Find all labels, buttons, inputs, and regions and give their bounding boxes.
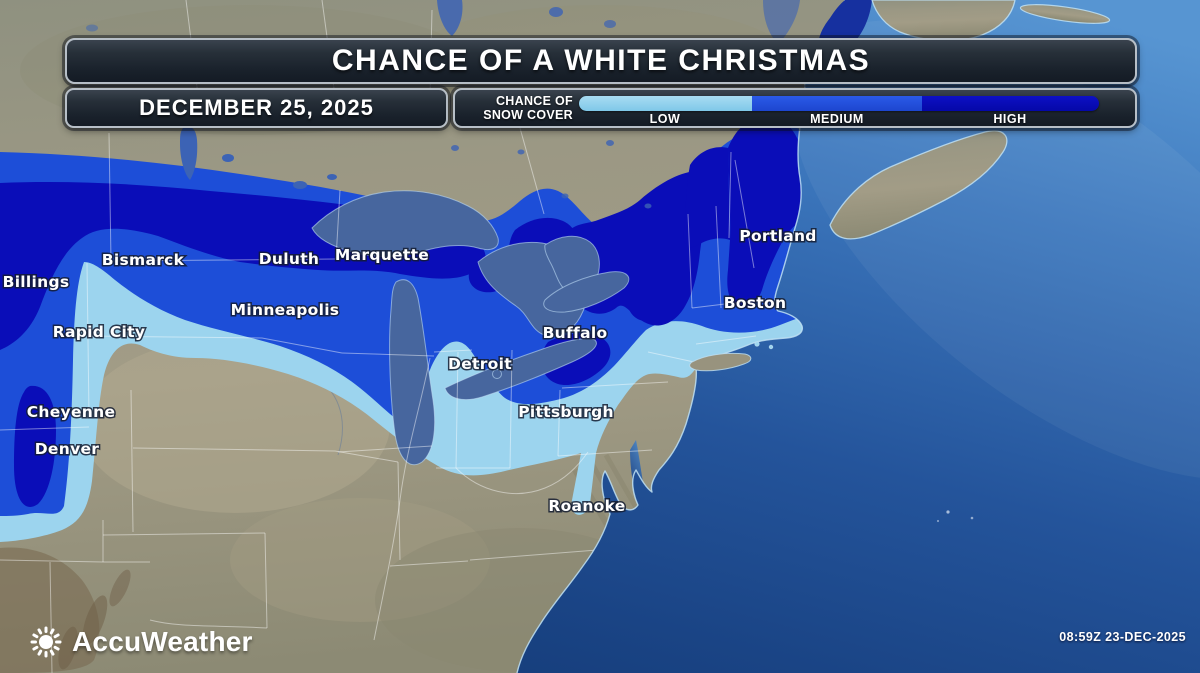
legend-title-line1: CHANCE OF bbox=[495, 94, 573, 108]
city-label: Portland bbox=[739, 227, 816, 245]
lake-superior bbox=[311, 190, 499, 257]
lake-st-clair bbox=[492, 369, 502, 379]
legend-bar: CHANCE OF SNOW COVER LOW MEDIUM HIGH bbox=[453, 88, 1137, 128]
great-lakes bbox=[311, 190, 630, 466]
city-label: Rapid City bbox=[53, 323, 146, 341]
city-label: Roanoke bbox=[548, 497, 625, 515]
city-label: Bismarck bbox=[102, 251, 185, 269]
legend-color-scale bbox=[579, 96, 1099, 111]
city-label: Denver bbox=[35, 440, 100, 458]
forecast-date: DECEMBER 25, 2025 bbox=[139, 95, 374, 120]
legend-label-high: HIGH bbox=[993, 112, 1027, 126]
city-label: Detroit bbox=[448, 355, 512, 373]
nova-scotia bbox=[829, 130, 1008, 240]
title-bar: CHANCE OF A WHITE CHRISTMAS bbox=[65, 38, 1137, 84]
brand-name: AccuWeather bbox=[72, 626, 253, 657]
legend-title: CHANCE OF SNOW COVER bbox=[473, 94, 573, 122]
lake-ontario bbox=[543, 271, 630, 313]
date-bar: DECEMBER 25, 2025 bbox=[65, 88, 448, 128]
city-label: Billings bbox=[3, 273, 70, 291]
legend-label-low: LOW bbox=[649, 112, 681, 126]
city-label: Pittsburgh bbox=[518, 403, 614, 421]
legend-swatch-high bbox=[922, 96, 1099, 111]
city-label: Duluth bbox=[259, 250, 320, 268]
lake-erie bbox=[444, 338, 597, 401]
city-label: Boston bbox=[724, 294, 787, 312]
legend-swatch-low bbox=[579, 96, 752, 111]
city-label: Buffalo bbox=[543, 324, 608, 342]
legend-swatch-medium bbox=[752, 96, 922, 111]
coastline bbox=[516, 0, 846, 673]
issue-timestamp: 08:59Z 23-DEC-2025 bbox=[1059, 630, 1186, 644]
anticosti-island bbox=[1019, 4, 1111, 24]
sun-icon bbox=[30, 626, 62, 658]
accuweather-logo: AccuWeather bbox=[28, 624, 253, 660]
state-borders bbox=[0, 0, 767, 673]
legend-label-medium: MEDIUM bbox=[810, 112, 864, 126]
city-label: Minneapolis bbox=[231, 301, 340, 319]
city-label: Cheyenne bbox=[27, 403, 116, 421]
city-label: Marquette bbox=[335, 246, 429, 264]
legend-title-line2: SNOW COVER bbox=[483, 108, 573, 122]
long-island bbox=[689, 352, 752, 372]
page-title: CHANCE OF A WHITE CHRISTMAS bbox=[331, 44, 871, 77]
lake-michigan bbox=[389, 279, 436, 466]
city-labels: Billings Bismarck Rapid City Cheyenne De… bbox=[1, 226, 818, 517]
